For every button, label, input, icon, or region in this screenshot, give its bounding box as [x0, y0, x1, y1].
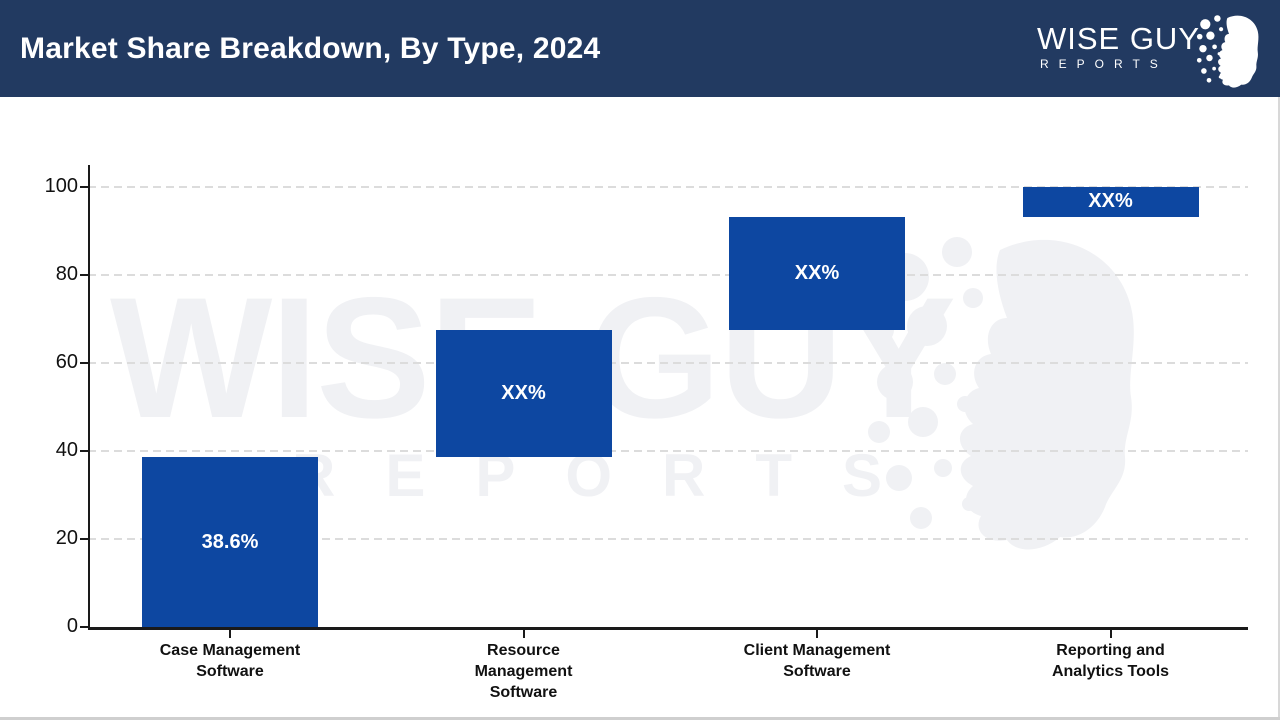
bar-segment-4: XX% [1022, 187, 1199, 217]
y-tick-label-80: 80 [55, 263, 78, 285]
category-label-line: Management [474, 663, 573, 680]
category-label-1: Case Management Software [105, 640, 355, 682]
header-bar: Market Share Breakdown, By Type, 2024 WI… [0, 0, 1280, 97]
gridline-40 [88, 450, 1248, 452]
category-label-line: Software [489, 684, 558, 701]
category-label-line: Reporting and [1056, 642, 1165, 659]
logo-subtitle: REPORTS [1039, 57, 1168, 71]
y-tick-label-40: 40 [55, 439, 78, 461]
y-tick-mark-0 [80, 626, 88, 628]
gridline-60 [88, 362, 1248, 364]
x-axis-line [88, 627, 1248, 630]
y-tick-label-0: 0 [66, 615, 78, 637]
category-label-line: Software [783, 663, 851, 680]
wiseguy-logo: WISE GUY REPORTS [1008, 6, 1268, 94]
bar-value-label-4: XX% [1088, 190, 1133, 213]
y-tick-mark-40 [80, 450, 88, 452]
bar-value-label-3: XX% [794, 261, 840, 284]
gridline-20 [88, 538, 1248, 540]
x-tick-mark-1 [229, 630, 231, 638]
bar-segment-3: XX% [729, 216, 905, 330]
category-label-2: Resource Management Software [399, 640, 649, 703]
right-edge-line [1278, 97, 1280, 717]
y-axis-line [88, 165, 90, 630]
bar-segment-1: 38.6% [142, 457, 318, 627]
category-label-line: Software [196, 663, 264, 680]
x-tick-mark-4 [1109, 630, 1112, 638]
category-label-line: Resource [487, 642, 560, 659]
y-tick-label-20: 20 [55, 527, 78, 549]
y-tick-mark-100 [80, 186, 88, 188]
y-tick-mark-20 [80, 538, 88, 540]
watermark-face-icon [868, 237, 1134, 550]
y-tick-mark-80 [80, 274, 88, 276]
logo-wordmark: WISE GUY [1036, 21, 1200, 56]
bar-value-label-1: 38.6% [201, 530, 259, 553]
y-tick-mark-60 [80, 362, 88, 364]
bar-segment-2: XX% [435, 330, 612, 458]
gridline-100 [88, 186, 1248, 188]
x-tick-mark-3 [816, 630, 818, 638]
category-label-4: Reporting and Analytics Tools [986, 640, 1236, 682]
x-tick-mark-2 [522, 630, 525, 638]
gridline-80 [88, 274, 1248, 276]
bottom-edge-line [0, 717, 1280, 720]
category-label-line: Case Management [159, 642, 301, 659]
page-title: Market Share Breakdown, By Type, 2024 [20, 31, 601, 65]
category-label-3: Client Management Software [692, 640, 942, 682]
category-label-line: Client Management [743, 642, 891, 659]
bar-value-label-2: XX% [501, 382, 546, 405]
wiseguy-face-icon [1196, 15, 1259, 88]
y-tick-label-100: 100 [44, 175, 78, 197]
category-label-line: Analytics Tools [1051, 663, 1170, 680]
wiseguy-logo-text: WISE GUY REPORTS [1037, 22, 1200, 72]
y-tick-label-60: 60 [55, 351, 78, 373]
watermark-subtitle: REPORTS [292, 442, 933, 509]
